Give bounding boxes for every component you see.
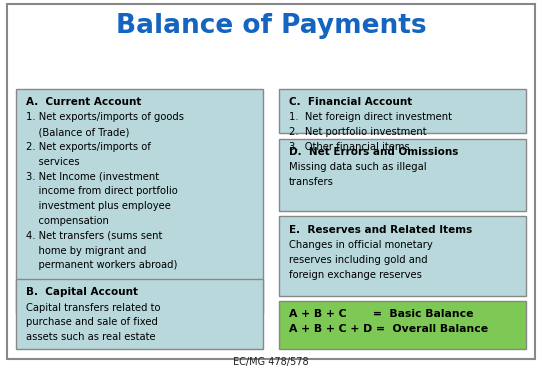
Text: C.  Financial Account: C. Financial Account xyxy=(289,97,412,107)
FancyBboxPatch shape xyxy=(279,301,526,349)
Text: Balance of Payments: Balance of Payments xyxy=(115,13,427,39)
Text: Missing data such as illegal: Missing data such as illegal xyxy=(289,162,427,172)
Text: A.  Current Account: A. Current Account xyxy=(26,97,141,107)
Text: reserves including gold and: reserves including gold and xyxy=(289,255,428,265)
Text: 1. Net exports/imports of goods: 1. Net exports/imports of goods xyxy=(26,112,184,122)
Text: transfers: transfers xyxy=(289,177,334,187)
Text: assets such as real estate: assets such as real estate xyxy=(26,332,156,342)
Text: 2. Net exports/imports of: 2. Net exports/imports of xyxy=(26,142,151,152)
Text: EC/MG 478/578: EC/MG 478/578 xyxy=(233,357,309,367)
Text: foreign exchange reserves: foreign exchange reserves xyxy=(289,270,422,280)
Text: home by migrant and: home by migrant and xyxy=(26,246,146,256)
Text: services: services xyxy=(26,157,80,167)
Text: permanent workers abroad): permanent workers abroad) xyxy=(26,260,177,270)
FancyBboxPatch shape xyxy=(16,279,263,349)
Text: Changes in official monetary: Changes in official monetary xyxy=(289,240,433,250)
FancyBboxPatch shape xyxy=(7,4,535,359)
Text: investment plus employee: investment plus employee xyxy=(26,201,171,211)
FancyBboxPatch shape xyxy=(279,89,526,133)
Text: D.  Net Errors and Omissions: D. Net Errors and Omissions xyxy=(289,147,459,157)
Text: 1.  Net foreign direct investment: 1. Net foreign direct investment xyxy=(289,112,452,122)
Text: A + B + C       =  Basic Balance: A + B + C = Basic Balance xyxy=(289,309,473,319)
Text: 3. Net Income (investment: 3. Net Income (investment xyxy=(26,172,159,182)
Text: Capital transfers related to: Capital transfers related to xyxy=(26,303,160,313)
Text: income from direct portfolio: income from direct portfolio xyxy=(26,186,178,196)
Text: 2.  Net portfolio investment: 2. Net portfolio investment xyxy=(289,127,427,137)
FancyBboxPatch shape xyxy=(16,89,263,313)
Text: E.  Reserves and Related Items: E. Reserves and Related Items xyxy=(289,225,472,235)
Text: 3.  Other financial items: 3. Other financial items xyxy=(289,142,410,152)
Text: purchase and sale of fixed: purchase and sale of fixed xyxy=(26,317,158,327)
FancyBboxPatch shape xyxy=(279,216,526,296)
Text: (Balance of Trade): (Balance of Trade) xyxy=(26,127,130,137)
Text: A + B + C + D =  Overall Balance: A + B + C + D = Overall Balance xyxy=(289,324,488,334)
Text: compensation: compensation xyxy=(26,216,109,226)
Text: 4. Net transfers (sums sent: 4. Net transfers (sums sent xyxy=(26,231,163,241)
FancyBboxPatch shape xyxy=(279,139,526,211)
Text: B.  Capital Account: B. Capital Account xyxy=(26,287,138,297)
